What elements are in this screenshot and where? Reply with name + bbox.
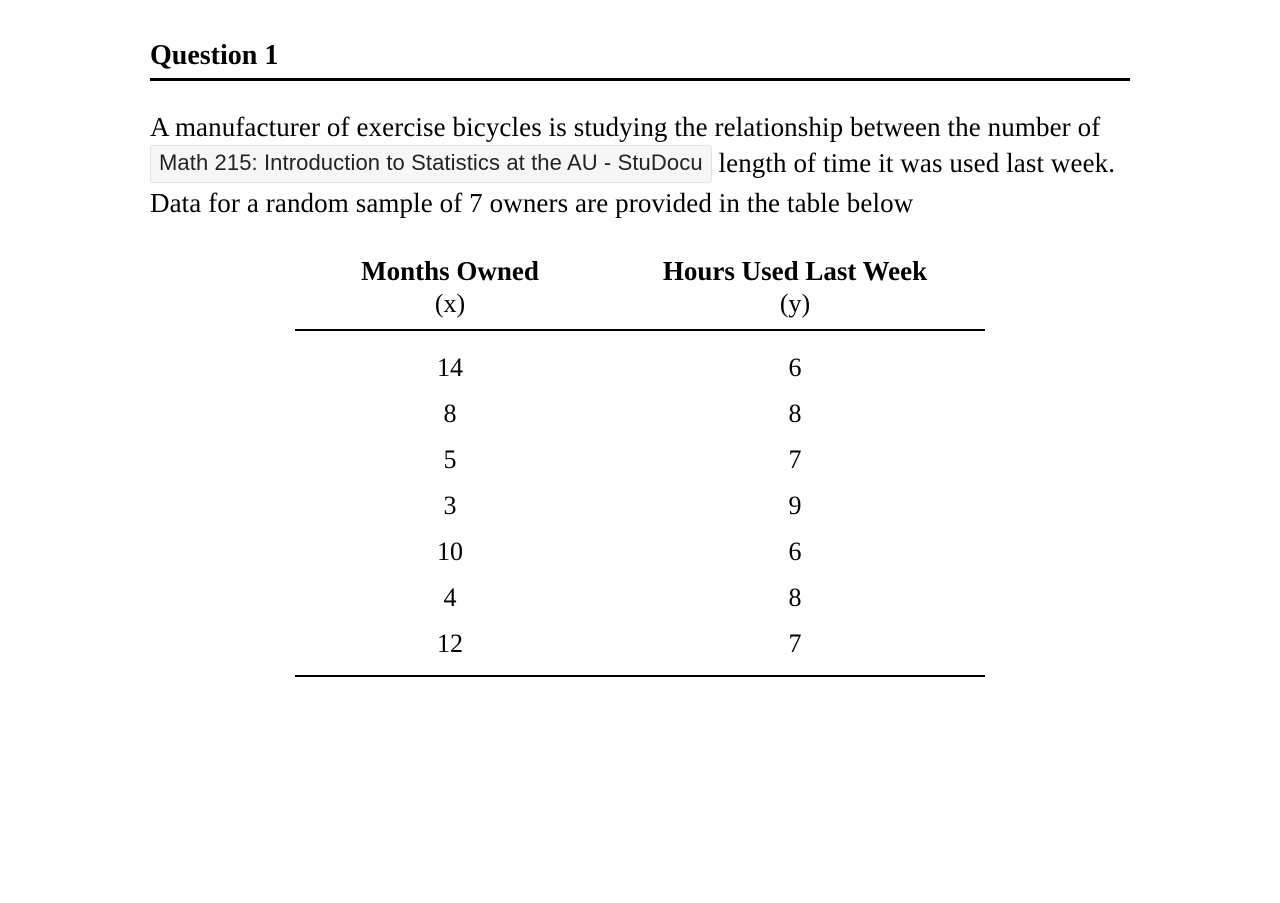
cell-x: 14 xyxy=(295,330,605,391)
cell-y: 7 xyxy=(605,621,985,676)
table-footer-rule xyxy=(295,676,985,677)
title-divider xyxy=(150,78,1130,81)
col-header-x: Months Owned xyxy=(295,256,605,287)
cell-x: 8 xyxy=(295,391,605,437)
question-title: Question 1 xyxy=(150,40,1130,72)
cell-x: 10 xyxy=(295,529,605,575)
table-row: 10 6 xyxy=(295,529,985,575)
cell-x: 5 xyxy=(295,437,605,483)
cell-y: 9 xyxy=(605,483,985,529)
table-row: 8 8 xyxy=(295,391,985,437)
question-paragraph: A manufacturer of exercise bicycles is s… xyxy=(150,109,1130,222)
paragraph-part1: A manufacturer of exercise bicycles is s… xyxy=(150,112,1100,142)
data-table-wrap: Months Owned Hours Used Last Week (x) (y… xyxy=(150,256,1130,677)
table-row: 3 9 xyxy=(295,483,985,529)
col-header-y: Hours Used Last Week xyxy=(605,256,985,287)
link-tooltip-overlay: Math 215: Introduction to Statistics at … xyxy=(150,145,712,183)
cell-y: 8 xyxy=(605,575,985,621)
table-header-row: Months Owned Hours Used Last Week xyxy=(295,256,985,287)
table-subheader-row: (x) (y) xyxy=(295,287,985,329)
cell-y: 6 xyxy=(605,330,985,391)
cell-x: 4 xyxy=(295,575,605,621)
cell-x: 3 xyxy=(295,483,605,529)
data-table: Months Owned Hours Used Last Week (x) (y… xyxy=(295,256,985,677)
table-row: 12 7 xyxy=(295,621,985,676)
cell-x: 12 xyxy=(295,621,605,676)
document-page: Question 1 A manufacturer of exercise bi… xyxy=(0,0,1280,677)
table-row: 5 7 xyxy=(295,437,985,483)
table-row: 4 8 xyxy=(295,575,985,621)
col-sub-x: (x) xyxy=(295,287,605,329)
table-row: 14 6 xyxy=(295,330,985,391)
cell-y: 8 xyxy=(605,391,985,437)
cell-y: 6 xyxy=(605,529,985,575)
col-sub-y: (y) xyxy=(605,287,985,329)
cell-y: 7 xyxy=(605,437,985,483)
